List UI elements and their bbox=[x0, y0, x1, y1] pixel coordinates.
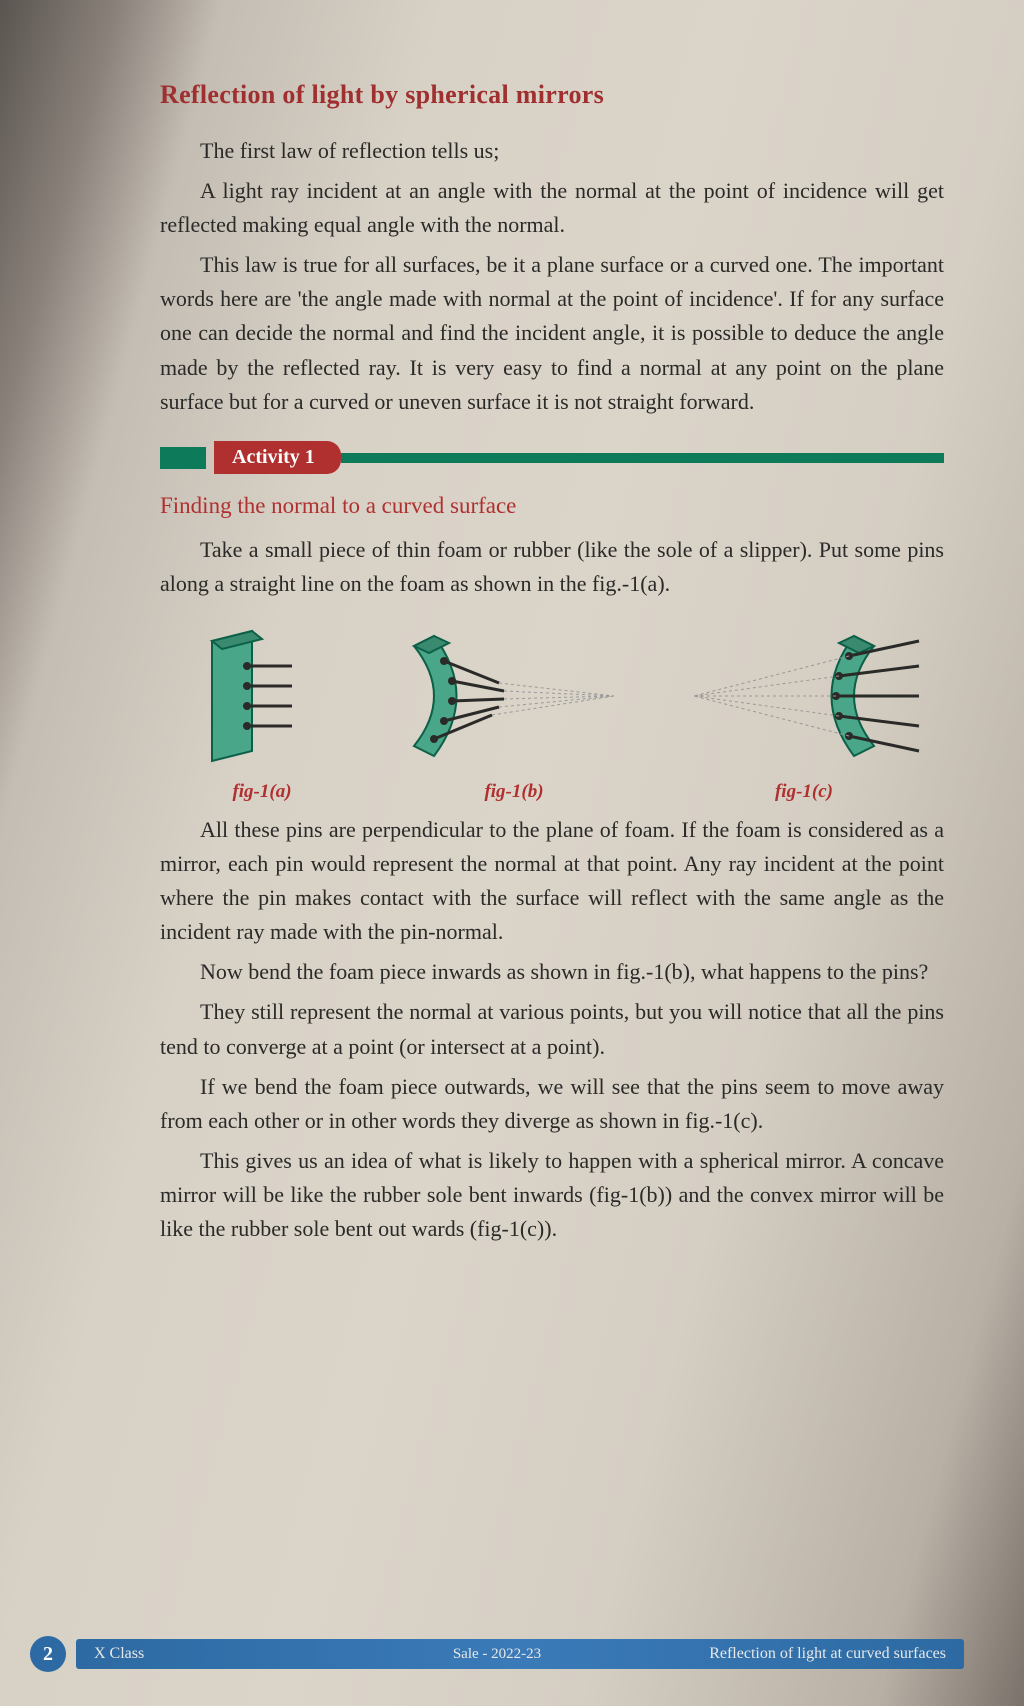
foam-convex-icon bbox=[674, 621, 934, 771]
paragraph: They still represent the normal at vario… bbox=[160, 995, 944, 1063]
figure-1b: fig-1(b) bbox=[384, 621, 644, 803]
activity-subheading: Finding the normal to a curved surface bbox=[160, 493, 944, 519]
footer-left: X Class bbox=[94, 1645, 144, 1663]
figure-row: fig-1(a) fig-1(b) bbox=[170, 621, 934, 803]
figure-caption: fig-1(a) bbox=[170, 781, 354, 803]
paragraph: Take a small piece of thin foam or rubbe… bbox=[160, 533, 944, 601]
textbook-page: Reflection of light by spherical mirrors… bbox=[80, 0, 1004, 1706]
page-footer: 2 X Class Sale - 2022-23 Reflection of l… bbox=[30, 1636, 964, 1672]
activity-line bbox=[341, 453, 944, 463]
paragraph: All these pins are perpendicular to the … bbox=[160, 813, 944, 949]
paragraph: This gives us an idea of what is likely … bbox=[160, 1144, 944, 1246]
paragraph: If we bend the foam piece outwards, we w… bbox=[160, 1070, 944, 1138]
activity-label: Activity 1 bbox=[214, 441, 341, 474]
paragraph: A light ray incident at an angle with th… bbox=[160, 174, 944, 242]
section-heading: Reflection of light by spherical mirrors bbox=[160, 80, 944, 110]
activity-bar: Activity 1 bbox=[160, 441, 944, 475]
footer-mid: Sale - 2022-23 bbox=[453, 1646, 541, 1663]
page-number: 2 bbox=[30, 1636, 66, 1672]
foam-flat-icon bbox=[192, 621, 332, 771]
paragraph: This law is true for all surfaces, be it… bbox=[160, 248, 944, 418]
paragraph: Now bend the foam piece inwards as shown… bbox=[160, 955, 944, 989]
figure-1a: fig-1(a) bbox=[170, 621, 354, 803]
figure-1c: fig-1(c) bbox=[674, 621, 934, 803]
paragraph: The first law of reflection tells us; bbox=[160, 134, 944, 168]
activity-block-icon bbox=[160, 447, 206, 469]
figure-caption: fig-1(c) bbox=[674, 781, 934, 803]
foam-concave-icon bbox=[384, 621, 644, 771]
footer-right: Reflection of light at curved surfaces bbox=[709, 1645, 946, 1663]
figure-caption: fig-1(b) bbox=[384, 781, 644, 803]
footer-strip: X Class Sale - 2022-23 Reflection of lig… bbox=[76, 1639, 964, 1669]
